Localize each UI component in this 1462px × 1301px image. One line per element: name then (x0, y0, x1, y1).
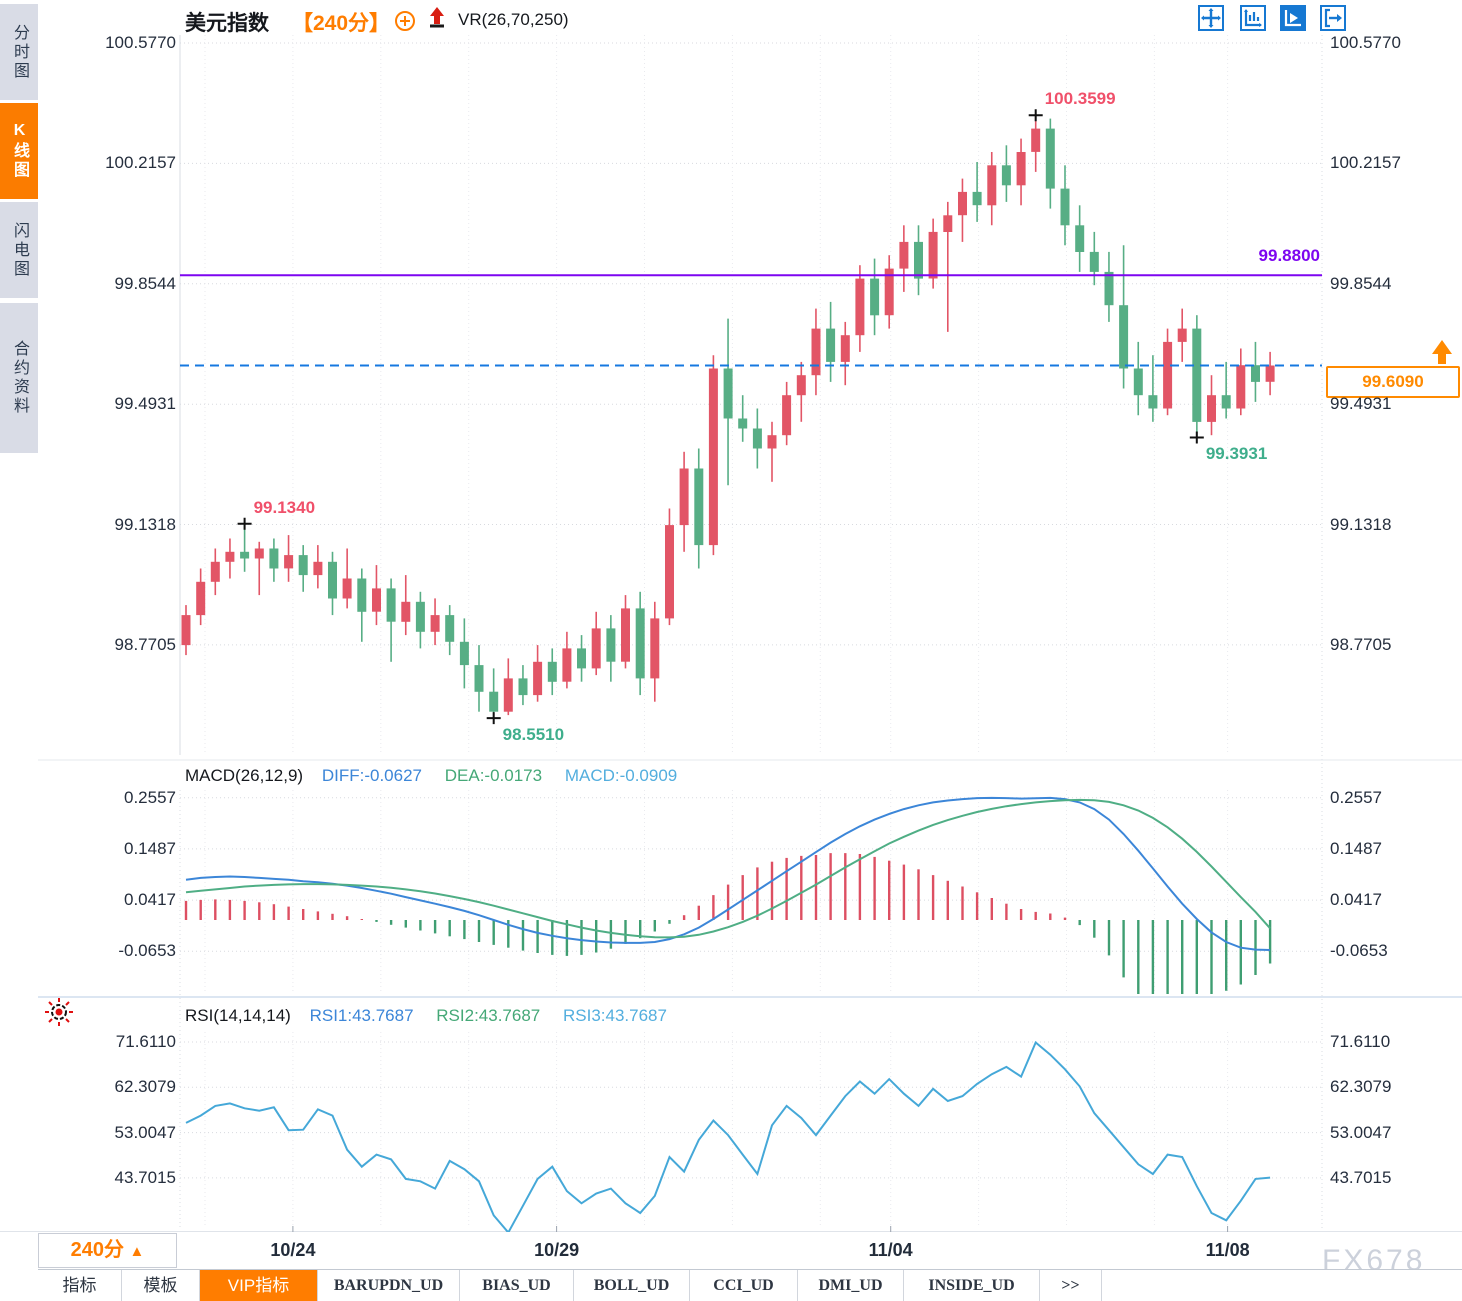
macd-macd-value: MACD:-0.0909 (564, 766, 678, 785)
tabbar-filler (1102, 1270, 1462, 1301)
pan-exit-icon[interactable] (1320, 5, 1346, 31)
price-axis-label-left: 98.7705 (114, 634, 176, 654)
macd-title[interactable]: MACD(26,12,9) (185, 766, 304, 785)
macd-axis-label-left: 0.2557 (124, 787, 176, 807)
sidebar-tab-4[interactable]: 合约资料 (0, 303, 38, 453)
macd-axis-label-right: 0.2557 (1330, 787, 1382, 807)
rsi-axis-label-left: 62.3079 (114, 1077, 176, 1097)
price-axis-label-right: 99.4931 (1330, 394, 1392, 414)
macd-axis-label-right: 0.0417 (1330, 890, 1382, 910)
sidebar-tab-2[interactable]: K线图 (0, 103, 38, 199)
macd-axis-label-left: 0.0417 (124, 890, 176, 910)
price-extreme-label: 100.3599 (1044, 89, 1116, 109)
indicator-tab-4[interactable]: BARUPDN_UD (318, 1270, 460, 1301)
price-axis-label-left: 100.5770 (105, 33, 176, 52)
indicator-tab-5[interactable]: BIAS_UD (460, 1270, 574, 1301)
crosshair-move-icon[interactable] (1198, 5, 1224, 31)
date-label: 10/24 (270, 1240, 316, 1260)
overlay-indicator-label[interactable]: VR(26,70,250) (458, 10, 569, 29)
price-axis-label-right: 98.7705 (1330, 634, 1392, 654)
price-axis-label-left: 99.4931 (114, 394, 176, 414)
extreme-cross-marker (486, 712, 501, 725)
price-up-arrow-icon (1432, 340, 1452, 364)
price-axis-label-left: 100.2157 (105, 153, 176, 173)
macd-axis-label-right: 0.1487 (1330, 838, 1382, 858)
indicator-tab-6[interactable]: BOLL_UD (574, 1270, 690, 1301)
chart-canvas[interactable] (0, 0, 1462, 1232)
price-extreme-label: 99.1340 (253, 497, 316, 517)
rsi-header: RSI(14,14,14) RSI1:43.7687 RSI2:43.7687 … (185, 1006, 667, 1026)
axis-play-icon[interactable] (1280, 5, 1306, 31)
rsi1-value: RSI1:43.7687 (309, 1006, 414, 1025)
alert-sun-icon[interactable] (44, 997, 74, 1027)
macd-dea-value: DEA:-0.0173 (444, 766, 543, 785)
rsi-axis-label-right: 43.7015 (1330, 1167, 1392, 1187)
period-label[interactable]: 【240分】 (292, 12, 391, 35)
arrow-up-icon[interactable] (426, 4, 448, 32)
price-axis-label-right: 99.1318 (1330, 514, 1392, 534)
extreme-cross-marker (1189, 431, 1204, 444)
extreme-cross-marker (237, 517, 252, 530)
current-price-tag[interactable]: 99.6090 (1326, 366, 1460, 398)
hline-price-label[interactable]: 99.8800 (1258, 246, 1320, 265)
indicator-tab-10[interactable]: >> (1040, 1270, 1102, 1301)
date-label: 11/04 (868, 1240, 913, 1260)
price-extreme-label: 99.3931 (1205, 444, 1268, 464)
macd-header: MACD(26,12,9) DIFF:-0.0627 DEA:-0.0173 M… (185, 766, 677, 786)
rsi-axis-label-right: 53.0047 (1330, 1122, 1392, 1142)
date-label: 10/29 (534, 1240, 580, 1260)
rsi-axis-label-left: 71.6110 (115, 1032, 176, 1051)
price-axis-label-right: 99.8544 (1330, 273, 1392, 293)
rsi2-value: RSI2:43.7687 (436, 1006, 541, 1025)
indicator-tab-1[interactable]: 指标 (38, 1270, 122, 1301)
rsi-axis-label-left: 53.0047 (114, 1122, 176, 1142)
macd-axis-label-left: -0.0653 (118, 941, 176, 961)
period-selector-button[interactable]: 240分 ▲ (38, 1233, 177, 1268)
date-label: 11/08 (1205, 1240, 1250, 1260)
symbol-title: 美元指数 (185, 12, 269, 35)
indicator-tab-8[interactable]: DMI_UD (798, 1270, 904, 1301)
indicator-tab-9[interactable]: INSIDE_UD (904, 1270, 1040, 1301)
rsi-axis-label-left: 43.7015 (114, 1167, 176, 1187)
indicator-tab-3[interactable]: VIP指标 (200, 1270, 318, 1301)
macd-axis-label-right: -0.0653 (1330, 941, 1388, 961)
extreme-cross-marker (1028, 109, 1043, 122)
price-axis-label-right: 100.2157 (1330, 153, 1401, 173)
chevron-up-icon: ▲ (129, 1243, 145, 1260)
macd-diff-value: DIFF:-0.0627 (321, 766, 422, 785)
price-axis-label-left: 99.8544 (114, 273, 176, 293)
rsi-axis-label-right: 62.3079 (1330, 1077, 1392, 1097)
indicator-tabbar: 指标 模板 VIP指标 BARUPDN_UD BIAS_UD BOLL_UD CCI_UD D… (38, 1269, 1462, 1301)
rsi-axis-label-right: 71.6110 (1330, 1032, 1391, 1051)
price-extreme-label: 98.5510 (502, 725, 565, 745)
rsi3-value: RSI3:43.7687 (562, 1006, 667, 1025)
indicator-tab-2[interactable]: 模板 (122, 1270, 200, 1301)
indicator-tab-7[interactable]: CCI_UD (690, 1270, 798, 1301)
axis-scale-icon[interactable] (1240, 5, 1266, 31)
sidebar-tab-1[interactable]: 分时图 (0, 4, 38, 100)
add-circle-icon[interactable] (393, 9, 417, 33)
sidebar-tab-3[interactable]: 闪电图 (0, 202, 38, 298)
price-axis-label-left: 99.1318 (114, 514, 176, 534)
rsi-title[interactable]: RSI(14,14,14) (185, 1006, 291, 1025)
macd-axis-label-left: 0.1487 (124, 838, 176, 858)
price-axis-label-right: 100.5770 (1330, 33, 1401, 52)
